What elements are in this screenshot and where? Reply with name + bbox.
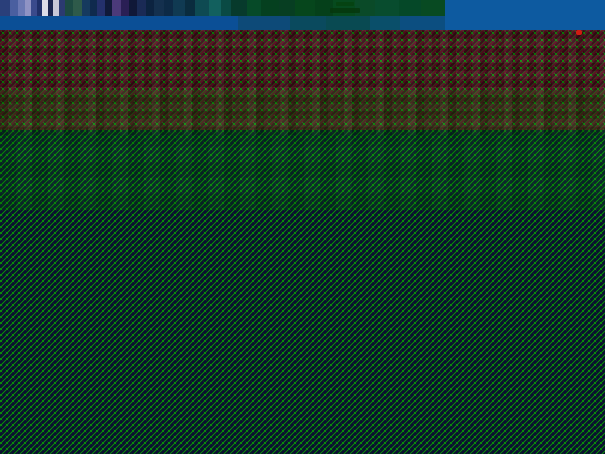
noise-block	[0, 0, 10, 16]
noise-block	[129, 0, 137, 16]
noise-block	[355, 0, 375, 16]
noise-block	[154, 0, 164, 16]
noise-block	[105, 0, 112, 16]
noise-block	[295, 0, 315, 16]
noise-block	[112, 0, 121, 16]
noise-block	[31, 0, 37, 16]
noise-block	[137, 0, 146, 16]
tick-pattern-upper	[0, 30, 605, 130]
blue-band-block	[400, 16, 446, 30]
noise-block	[185, 0, 195, 16]
noise-block	[121, 0, 129, 16]
blue-band-block	[290, 16, 326, 30]
blue-band-block	[0, 16, 238, 30]
noise-block	[25, 0, 31, 16]
noise-block	[195, 0, 209, 16]
blue-band-block	[238, 16, 290, 30]
red-speck-artifact	[576, 30, 582, 35]
noise-block	[10, 0, 18, 16]
compression-block-noise	[0, 30, 605, 135]
green-mottling-artifact	[0, 90, 605, 210]
noise-block	[221, 0, 231, 16]
green-tiled-field	[0, 30, 605, 454]
noise-block	[247, 0, 261, 16]
noise-block	[399, 0, 421, 16]
blue-band-block	[370, 16, 400, 30]
noise-block	[53, 0, 59, 16]
dark-smudge-artifact-2	[336, 2, 354, 6]
tick-pattern-lower	[0, 130, 605, 454]
noise-block	[315, 0, 333, 16]
noise-block	[261, 0, 279, 16]
right-blue-panel	[445, 0, 605, 30]
noise-block	[164, 0, 173, 16]
noise-block	[42, 0, 48, 16]
noise-block	[421, 0, 447, 16]
noise-block	[59, 0, 65, 16]
noise-block	[375, 0, 399, 16]
noise-block	[18, 0, 25, 16]
noise-block	[97, 0, 105, 16]
noise-block	[65, 0, 73, 16]
noise-block	[90, 0, 97, 16]
noise-block	[173, 0, 185, 16]
noise-block	[279, 0, 295, 16]
noise-block	[48, 0, 53, 16]
noise-block	[82, 0, 90, 16]
noise-block	[231, 0, 247, 16]
blue-band-block	[326, 16, 370, 30]
dark-smudge-artifact	[330, 8, 360, 13]
noise-block	[209, 0, 221, 16]
noise-block	[37, 0, 42, 16]
noise-block	[73, 0, 82, 16]
noise-block	[146, 0, 154, 16]
